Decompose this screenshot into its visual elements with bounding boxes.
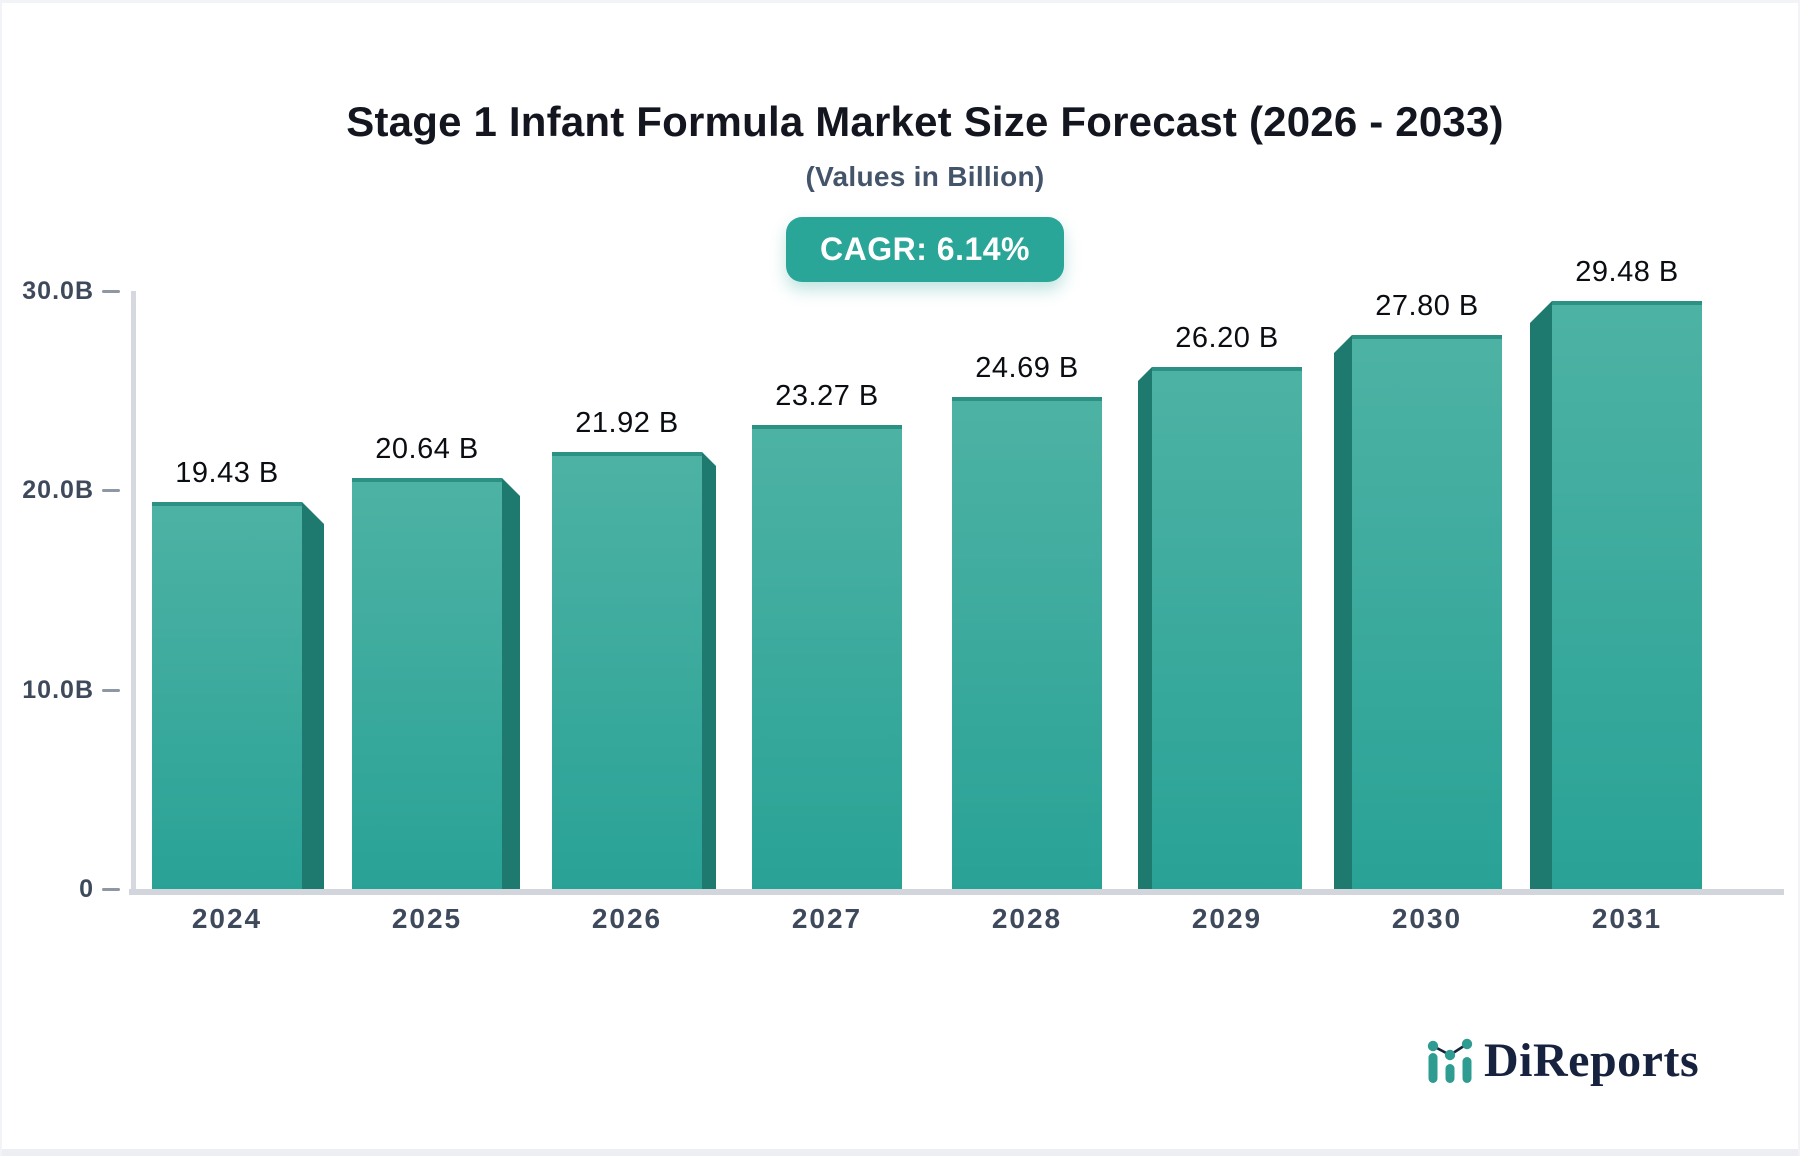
x-axis-label: 2031 [1591, 903, 1663, 934]
bar-2027 [752, 425, 902, 889]
bar-2029 [1152, 367, 1302, 889]
y-axis-tick-label: 20.0B [22, 476, 94, 505]
bar-2026 [552, 452, 702, 889]
y-axis-tick-mark [102, 489, 120, 493]
x-axis-label: 2025 [391, 903, 463, 934]
chart-header: Stage 1 Infant Formula Market Size Forec… [2, 98, 1798, 283]
bar-value-label: 24.69 B [975, 352, 1079, 384]
bar-3d-side-2030 [1334, 335, 1352, 889]
x-axis-label: 2030 [1391, 903, 1463, 934]
y-axis-line [131, 291, 136, 895]
x-axis-label: 2029 [1191, 903, 1263, 934]
bar-3d-side-2026 [702, 452, 716, 889]
bar-value-label: 29.48 B [1575, 256, 1679, 288]
y-axis-tick-label: 30.0B [22, 277, 94, 306]
bar-value-label: 21.92 B [575, 407, 679, 439]
plot-area: 30.0B 20.0B 10.0B 0 19.43 B 2024 20.64 B 2025 21… [2, 3, 1798, 1156]
y-axis-tick-label: 10.0B [22, 675, 94, 704]
brand-logo: DiReports [1426, 1033, 1699, 1088]
chart-title: Stage 1 Infant Formula Market Size Forec… [346, 98, 1504, 145]
x-axis-label: 2026 [591, 903, 663, 934]
cagr-badge: CAGR: 6.14% [786, 217, 1064, 283]
bar-2024 [152, 502, 302, 889]
bar-value-label: 26.20 B [1175, 322, 1279, 354]
x-axis-label: 2027 [791, 903, 863, 934]
bar-value-label: 20.64 B [375, 433, 479, 465]
bar-value-label: 23.27 B [775, 380, 879, 412]
chart-subtitle: (Values in Billion) [805, 161, 1045, 193]
bar-2031 [1552, 301, 1702, 889]
x-axis-label: 2024 [191, 903, 263, 934]
bottom-border-strip [2, 1149, 1798, 1156]
bar-3d-side-2025 [502, 478, 520, 889]
y-axis-tick-mark [102, 888, 120, 891]
y-axis-tick-mark [102, 290, 120, 294]
bar-3d-side-2024 [302, 502, 324, 889]
bar-2028 [952, 397, 1102, 889]
logo-chart-icon [1427, 1038, 1473, 1083]
bar-2030 [1352, 335, 1502, 889]
bar-value-label: 19.43 B [175, 457, 279, 489]
logo-text: DiReports [1484, 1034, 1700, 1087]
x-axis-baseline [129, 889, 1784, 895]
bar-value-label: 27.80 B [1375, 290, 1479, 322]
bar-2025 [352, 478, 502, 889]
bar-3d-side-2031 [1530, 301, 1552, 889]
y-axis-tick-label: 0 [79, 875, 94, 903]
x-axis-label: 2028 [991, 903, 1063, 934]
bar-3d-side-2029 [1138, 367, 1152, 889]
y-axis-tick-mark [102, 688, 120, 692]
